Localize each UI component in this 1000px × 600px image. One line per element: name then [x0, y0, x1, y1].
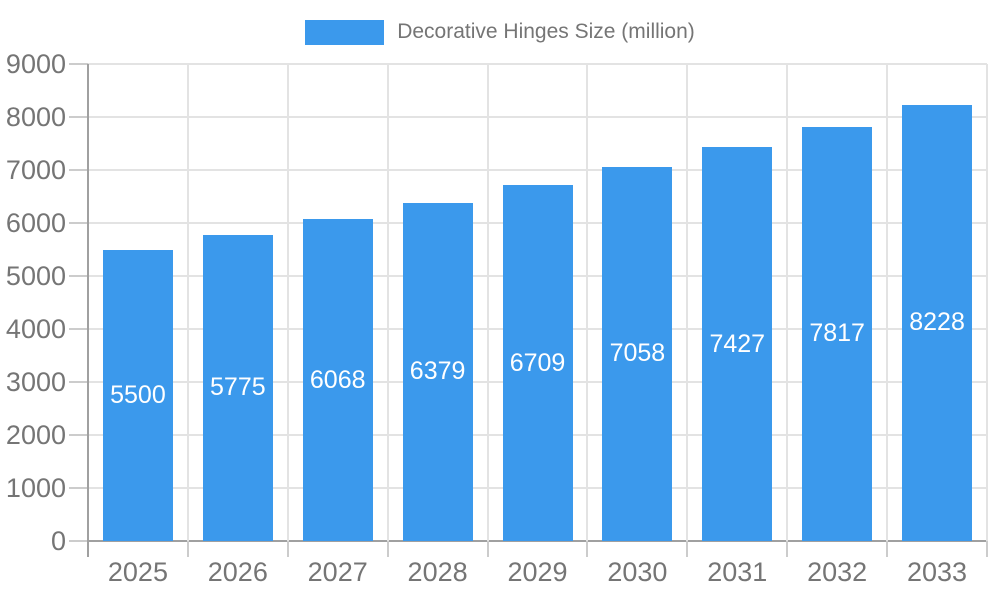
x-axis-tick [986, 541, 988, 557]
y-axis-label: 7000 [5, 155, 66, 185]
x-axis-label: 2030 [607, 557, 668, 587]
y-axis-label: 9000 [5, 49, 66, 79]
bar-2031[interactable]: 7427 [702, 147, 773, 541]
x-axis-tick [586, 541, 589, 557]
gridline-horizontal [88, 169, 987, 171]
y-axis-tick [69, 540, 88, 542]
x-axis-label: 2027 [307, 557, 368, 587]
gridline-horizontal [88, 116, 987, 118]
gridline-vertical [286, 64, 289, 541]
x-axis-label: 2029 [507, 557, 568, 587]
bar-value-label: 7817 [809, 319, 865, 348]
x-axis-tick [686, 541, 689, 557]
x-axis-label: 2026 [207, 557, 268, 587]
bar-value-label: 6709 [509, 348, 566, 377]
bar-value-label: 5500 [110, 380, 166, 409]
legend-swatch [305, 19, 385, 45]
bar-2028[interactable]: 6379 [402, 202, 473, 541]
bar-value-label: 7427 [709, 329, 766, 358]
x-axis-tick [286, 541, 289, 557]
gridline-vertical [786, 64, 789, 541]
bar-value-label: 6379 [409, 357, 466, 386]
bar-2029[interactable]: 6709 [502, 185, 573, 541]
gridline-horizontal [88, 63, 987, 65]
bar-2026[interactable]: 5775 [202, 234, 273, 541]
y-axis-tick [69, 116, 88, 118]
y-axis-tick [69, 275, 88, 277]
bar-2033[interactable]: 8228 [902, 104, 973, 541]
bar-value-label: 5775 [210, 373, 266, 402]
y-axis-label: 1000 [5, 473, 66, 503]
gridline-vertical [386, 64, 389, 541]
x-axis-label: 2032 [807, 557, 868, 587]
y-axis-tick [69, 328, 88, 330]
y-axis-label: 8000 [5, 102, 66, 132]
bar-2025[interactable]: 5500 [102, 249, 173, 541]
bar-value-label: 6068 [309, 365, 366, 394]
y-axis-tick [69, 381, 88, 383]
x-axis-tick [87, 541, 89, 557]
y-axis-tick [69, 169, 88, 171]
x-axis-line [88, 540, 987, 542]
y-axis-line [87, 64, 89, 541]
x-axis-label: 2033 [907, 557, 968, 587]
y-axis-label: 0 [50, 526, 66, 556]
y-axis-tick [69, 63, 88, 65]
x-axis-label: 2025 [107, 557, 168, 587]
legend-label: Decorative Hinges Size (million) [397, 20, 695, 43]
x-axis-label: 2028 [407, 557, 468, 587]
x-axis-tick [386, 541, 389, 557]
x-axis-tick [486, 541, 489, 557]
bar-value-label: 7058 [609, 339, 666, 368]
gridline-vertical [986, 64, 988, 541]
x-axis-label: 2031 [707, 557, 768, 587]
gridline-vertical [186, 64, 189, 541]
bar-2032[interactable]: 7817 [802, 126, 873, 541]
gridline-vertical [886, 64, 889, 541]
gridline-vertical [486, 64, 489, 541]
y-axis-label: 3000 [5, 367, 66, 397]
y-axis-tick [69, 222, 88, 224]
legend: Decorative Hinges Size (million) [0, 19, 1000, 45]
x-axis-tick [786, 541, 789, 557]
x-axis-tick [886, 541, 889, 557]
y-axis-label: 2000 [5, 420, 66, 450]
x-axis-tick [186, 541, 189, 557]
y-axis-label: 4000 [5, 314, 66, 344]
bar-2027[interactable]: 6068 [302, 219, 373, 541]
y-axis-label: 6000 [5, 208, 66, 238]
gridline-vertical [686, 64, 689, 541]
bar-value-label: 8228 [909, 308, 965, 337]
y-axis-tick [69, 434, 88, 436]
y-axis-tick [69, 487, 88, 489]
gridline-vertical [586, 64, 589, 541]
y-axis-label: 5000 [5, 261, 66, 291]
bar-2030[interactable]: 7058 [602, 166, 673, 541]
